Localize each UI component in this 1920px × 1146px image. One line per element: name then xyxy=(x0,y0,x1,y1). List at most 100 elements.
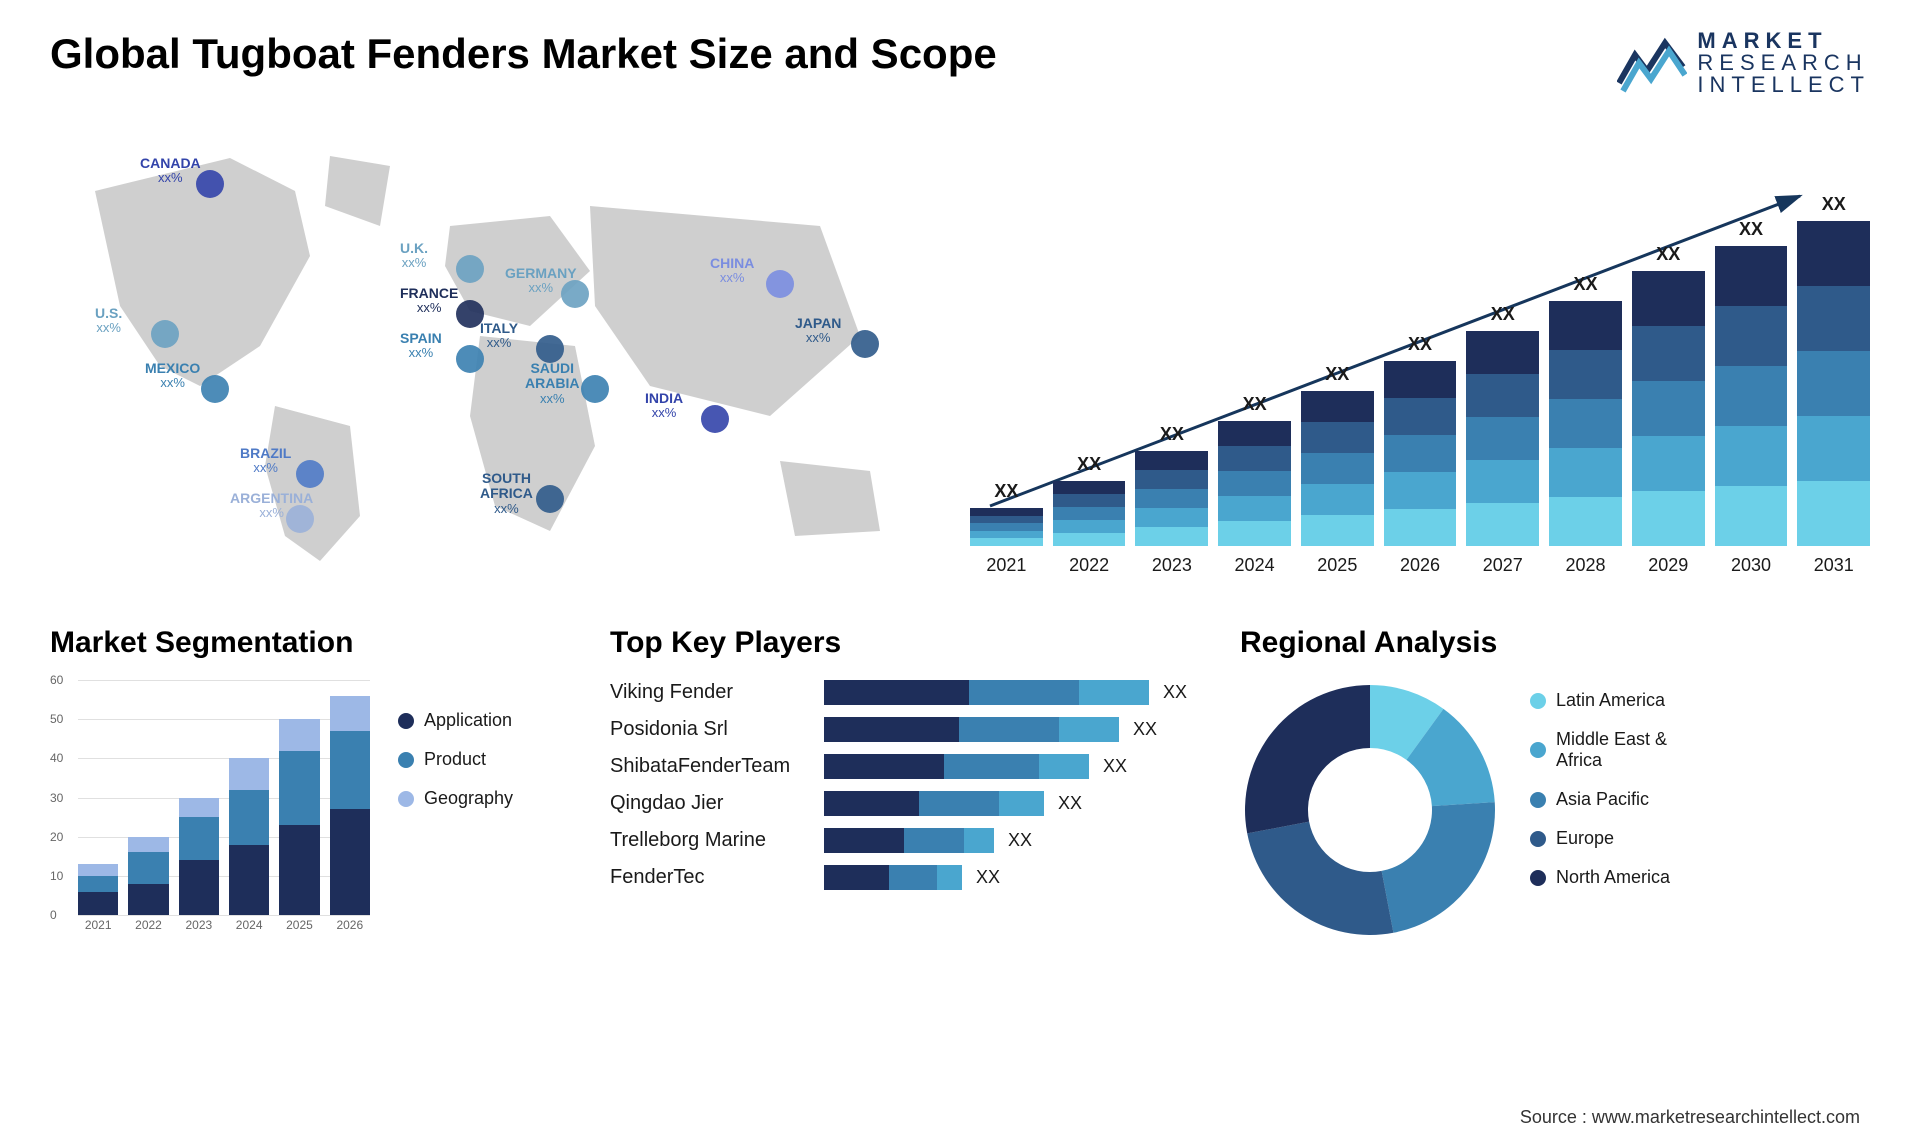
seg-bar xyxy=(179,798,219,915)
seg-bar xyxy=(330,696,370,915)
top-row: CANADAxx% U.S.xx% MEXICOxx% BRAZILxx% ARGENT… xyxy=(50,136,1870,576)
map-label: SOUTHAFRICAxx% xyxy=(480,471,533,516)
growth-value-label: XX xyxy=(1822,194,1846,215)
player-name: Qingdao Jier xyxy=(610,792,810,815)
player-name: Viking Fender xyxy=(610,681,810,704)
donut-segment xyxy=(1247,822,1393,935)
growth-value-label: XX xyxy=(1739,219,1763,240)
growth-xtick: 2027 xyxy=(1466,555,1539,576)
player-row: Viking Fender XX xyxy=(610,680,1210,705)
map-label: U.K.xx% xyxy=(400,241,428,271)
legend-item: North America xyxy=(1530,867,1670,888)
seg-ytick: 50 xyxy=(50,712,63,726)
growth-xtick: 2024 xyxy=(1218,555,1291,576)
logo-icon xyxy=(1617,33,1687,93)
header: Global Tugboat Fenders Market Size and S… xyxy=(50,30,1870,96)
growth-xtick: 2026 xyxy=(1384,555,1457,576)
map-label: CHINAxx% xyxy=(710,256,754,286)
page-title: Global Tugboat Fenders Market Size and S… xyxy=(50,30,997,78)
seg-ytick: 60 xyxy=(50,673,63,687)
legend-item: Middle East &Africa xyxy=(1530,729,1670,771)
seg-xtick: 2021 xyxy=(78,918,118,940)
seg-ytick: 40 xyxy=(50,751,63,765)
map-label: MEXICOxx% xyxy=(145,361,200,391)
seg-xtick: 2025 xyxy=(279,918,319,940)
seg-bar xyxy=(229,758,269,915)
seg-ytick: 10 xyxy=(50,869,63,883)
seg-legend: Application Product Geography xyxy=(398,710,513,960)
map-label: INDIAxx% xyxy=(645,391,683,421)
logo-line3: INTELLECT xyxy=(1697,74,1870,96)
growth-xtick: 2028 xyxy=(1549,555,1622,576)
player-row: ShibataFenderTeamXX xyxy=(610,754,1210,779)
growth-value-label: XX xyxy=(1491,304,1515,325)
player-bar xyxy=(824,865,962,890)
player-row: Trelleborg MarineXX xyxy=(610,828,1210,853)
map-label: ARGENTINAxx% xyxy=(230,491,313,521)
donut-segment xyxy=(1382,802,1495,933)
legend-item: Product xyxy=(398,749,513,770)
growth-bar: XX xyxy=(1218,394,1291,546)
growth-xtick: 2031 xyxy=(1797,555,1870,576)
top-key-players-panel: Top Key Players Viking FenderXXPosidonia… xyxy=(610,626,1210,960)
players-list: Viking FenderXXPosidonia SrlXXShibataFen… xyxy=(610,680,1210,890)
player-value: XX xyxy=(1133,719,1157,740)
map-label: CANADAxx% xyxy=(140,156,201,186)
player-row: Qingdao Jier XX xyxy=(610,791,1210,816)
legend-item: Asia Pacific xyxy=(1530,789,1670,810)
growth-value-label: XX xyxy=(1077,454,1101,475)
brand-logo: MARKET RESEARCH INTELLECT xyxy=(1617,30,1870,96)
growth-bar: XX xyxy=(1384,334,1457,546)
growth-xtick: 2029 xyxy=(1632,555,1705,576)
map-label: SAUDIARABIAxx% xyxy=(525,361,579,406)
player-bar xyxy=(824,791,1044,816)
bottom-row: Market Segmentation 0102030405060 202120… xyxy=(50,626,1870,960)
player-value: XX xyxy=(1163,682,1187,703)
growth-bar: XX xyxy=(1797,194,1870,546)
growth-value-label: XX xyxy=(1243,394,1267,415)
player-value: XX xyxy=(976,867,1000,888)
growth-bar: XX xyxy=(1466,304,1539,546)
seg-bar xyxy=(128,837,168,915)
growth-bar: XX xyxy=(1549,274,1622,546)
map-label: ITALYxx% xyxy=(480,321,518,351)
seg-ytick: 20 xyxy=(50,830,63,844)
donut-chart xyxy=(1240,680,1500,940)
legend-item: Geography xyxy=(398,788,513,809)
growth-bar: XX xyxy=(1632,244,1705,546)
growth-value-label: XX xyxy=(1656,244,1680,265)
seg-xtick: 2026 xyxy=(330,918,370,940)
market-segmentation-panel: Market Segmentation 0102030405060 202120… xyxy=(50,626,580,960)
logo-line2: RESEARCH xyxy=(1697,52,1870,74)
seg-xtick: 2023 xyxy=(179,918,219,940)
growth-value-label: XX xyxy=(1160,424,1184,445)
source-text: Source : www.marketresearchintellect.com xyxy=(1520,1107,1860,1128)
map-label: FRANCExx% xyxy=(400,286,458,316)
growth-bar: XX xyxy=(1301,364,1374,546)
regional-legend: Latin America Middle East &Africa Asia Pac… xyxy=(1530,690,1670,960)
map-label: JAPANxx% xyxy=(795,316,841,346)
player-row: Posidonia SrlXX xyxy=(610,717,1210,742)
growth-bar: XX xyxy=(1135,424,1208,546)
seg-ytick: 0 xyxy=(50,908,57,922)
player-bar xyxy=(824,754,1089,779)
seg-plot: 0102030405060 202120222023202420252026 xyxy=(50,680,370,940)
players-title: Top Key Players xyxy=(610,626,1210,660)
regional-analysis-panel: Regional Analysis Latin AmericaMiddle Ea… xyxy=(1240,626,1870,960)
player-value: XX xyxy=(1058,793,1082,814)
map-label: BRAZILxx% xyxy=(240,446,291,476)
legend-item: Application xyxy=(398,710,513,731)
seg-bar xyxy=(279,719,319,915)
map-label: SPAINxx% xyxy=(400,331,442,361)
growth-bar: XX xyxy=(1053,454,1126,546)
map-label: U.S.xx% xyxy=(95,306,122,336)
growth-bar: XX xyxy=(1715,219,1788,546)
growth-xtick: 2023 xyxy=(1135,555,1208,576)
map-label: GERMANYxx% xyxy=(505,266,577,296)
player-bar xyxy=(824,717,1119,742)
player-bar xyxy=(824,680,1149,705)
legend-item: Latin America xyxy=(1530,690,1670,711)
player-value: XX xyxy=(1008,830,1032,851)
seg-title: Market Segmentation xyxy=(50,626,580,660)
growth-xtick: 2021 xyxy=(970,555,1043,576)
